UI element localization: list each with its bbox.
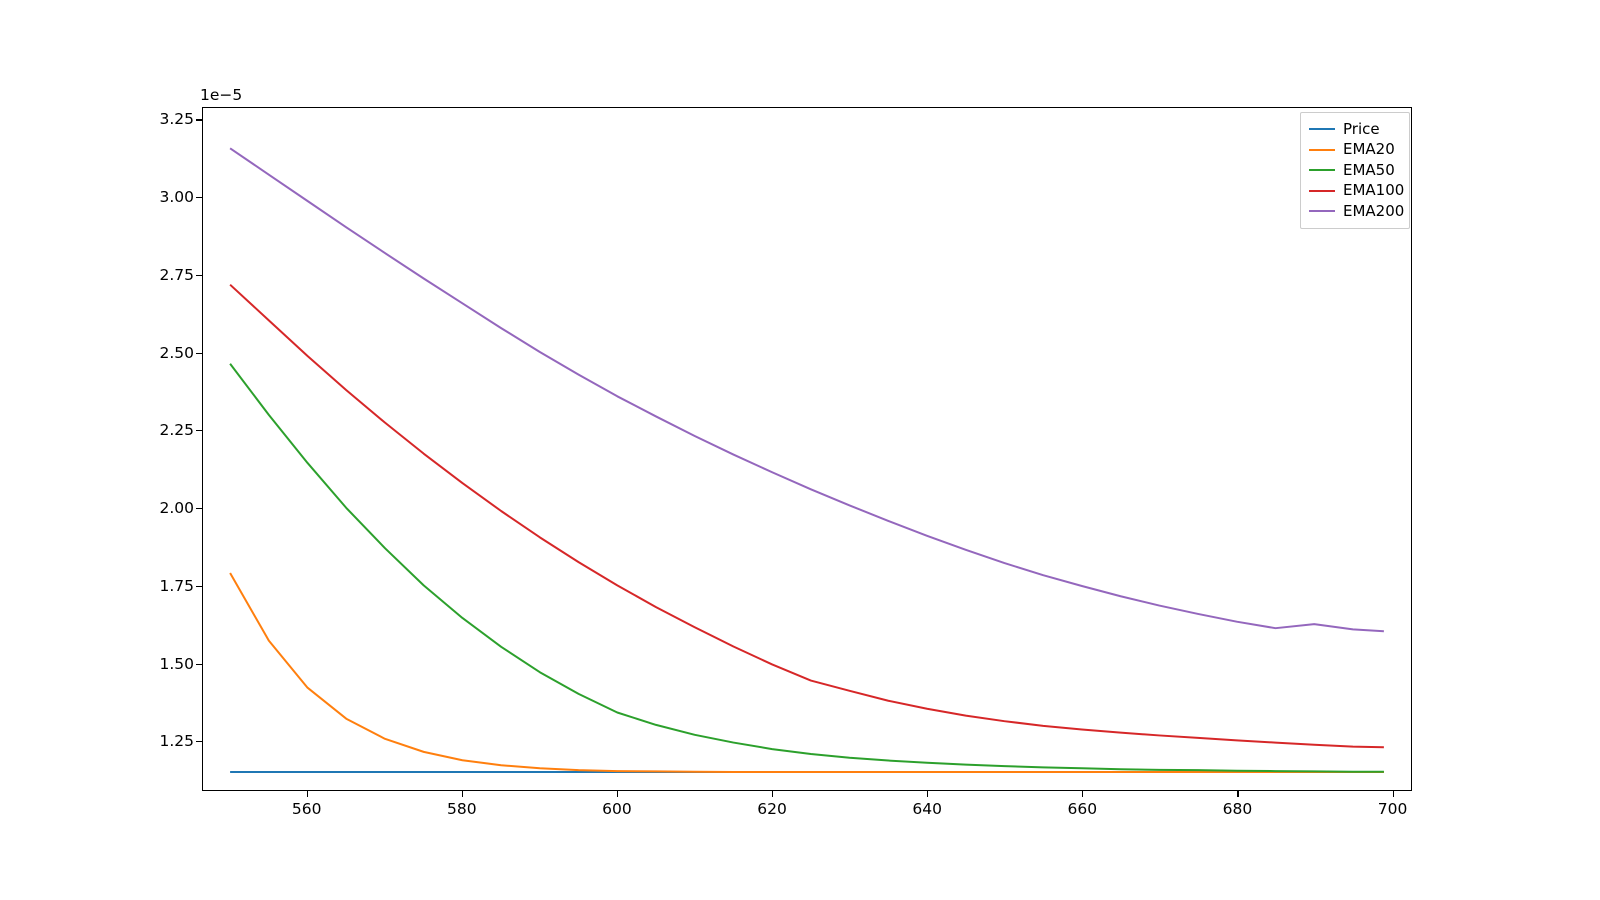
y-tick-mark [196,352,202,354]
y-tick-label: 1.75 [159,576,194,595]
series-line-ema200 [229,147,1384,633]
y-tick-mark [196,741,202,743]
series-line-ema100 [229,283,1384,749]
x-tick-label: 620 [757,800,787,818]
x-tick-mark [1237,791,1239,797]
plot-axes [202,107,1412,791]
x-tick-mark [616,791,619,797]
line-plot-canvas [229,147,1384,774]
x-tick-label: 560 [291,800,322,818]
y-tick-label: 3.25 [159,110,194,129]
y-tick-mark [196,585,202,587]
x-tick-mark [1392,791,1394,797]
legend-color-swatch [1309,189,1335,192]
y-tick-label: 2.75 [159,265,194,284]
x-tick-mark [1082,791,1084,797]
x-tick-label: 580 [447,800,477,818]
y-tick-mark [196,197,202,199]
x-tick-label: 700 [1377,800,1408,818]
legend-color-swatch [1309,148,1335,151]
legend-entry-price[interactable]: Price [1309,119,1401,140]
x-tick-label: 660 [1067,800,1098,818]
y-tick-label: 2.50 [159,343,194,362]
y-tick-mark [196,119,202,121]
legend-label: EMA50 [1343,160,1395,179]
x-tick-mark [772,791,774,797]
legend-entry-ema100[interactable]: EMA100 [1309,181,1405,202]
x-tick-label: 680 [1222,800,1253,818]
y-tick-label: 2.25 [159,421,194,440]
x-tick-mark [927,791,929,797]
legend-label: EMA20 [1343,140,1395,159]
y-tick-mark [196,508,202,510]
y-tick-label: 1.50 [159,654,194,673]
y-tick-label: 1.25 [159,732,194,751]
series-line-ema20 [229,572,1384,774]
x-tick-mark [306,791,308,797]
series-line-ema50 [229,363,1384,773]
legend-color-swatch [1309,169,1335,172]
y-tick-mark [196,663,202,665]
y-tick-mark [196,430,202,432]
legend-label: EMA100 [1343,181,1405,200]
legend-entry-ema50[interactable]: EMA50 [1309,160,1401,181]
x-tick-mark [461,791,463,797]
legend-label: Price [1343,119,1380,138]
legend-color-swatch [1309,210,1335,213]
legend-color-swatch [1309,128,1335,131]
legend-label: EMA200 [1343,201,1405,220]
legend-entry-ema200[interactable]: EMA200 [1309,201,1405,222]
chart-legend[interactable]: Price EMA20 EMA50 EMA100 EMA200 [1300,112,1410,229]
x-tick-label: 600 [602,800,632,818]
x-tick-label: 640 [912,800,943,818]
y-axis-offset-label: 1e−5 [200,86,243,104]
y-tick-label: 2.00 [159,499,194,518]
y-tick-mark [196,274,202,276]
y-tick-label: 3.00 [159,188,194,207]
legend-entry-ema20[interactable]: EMA20 [1309,140,1401,161]
